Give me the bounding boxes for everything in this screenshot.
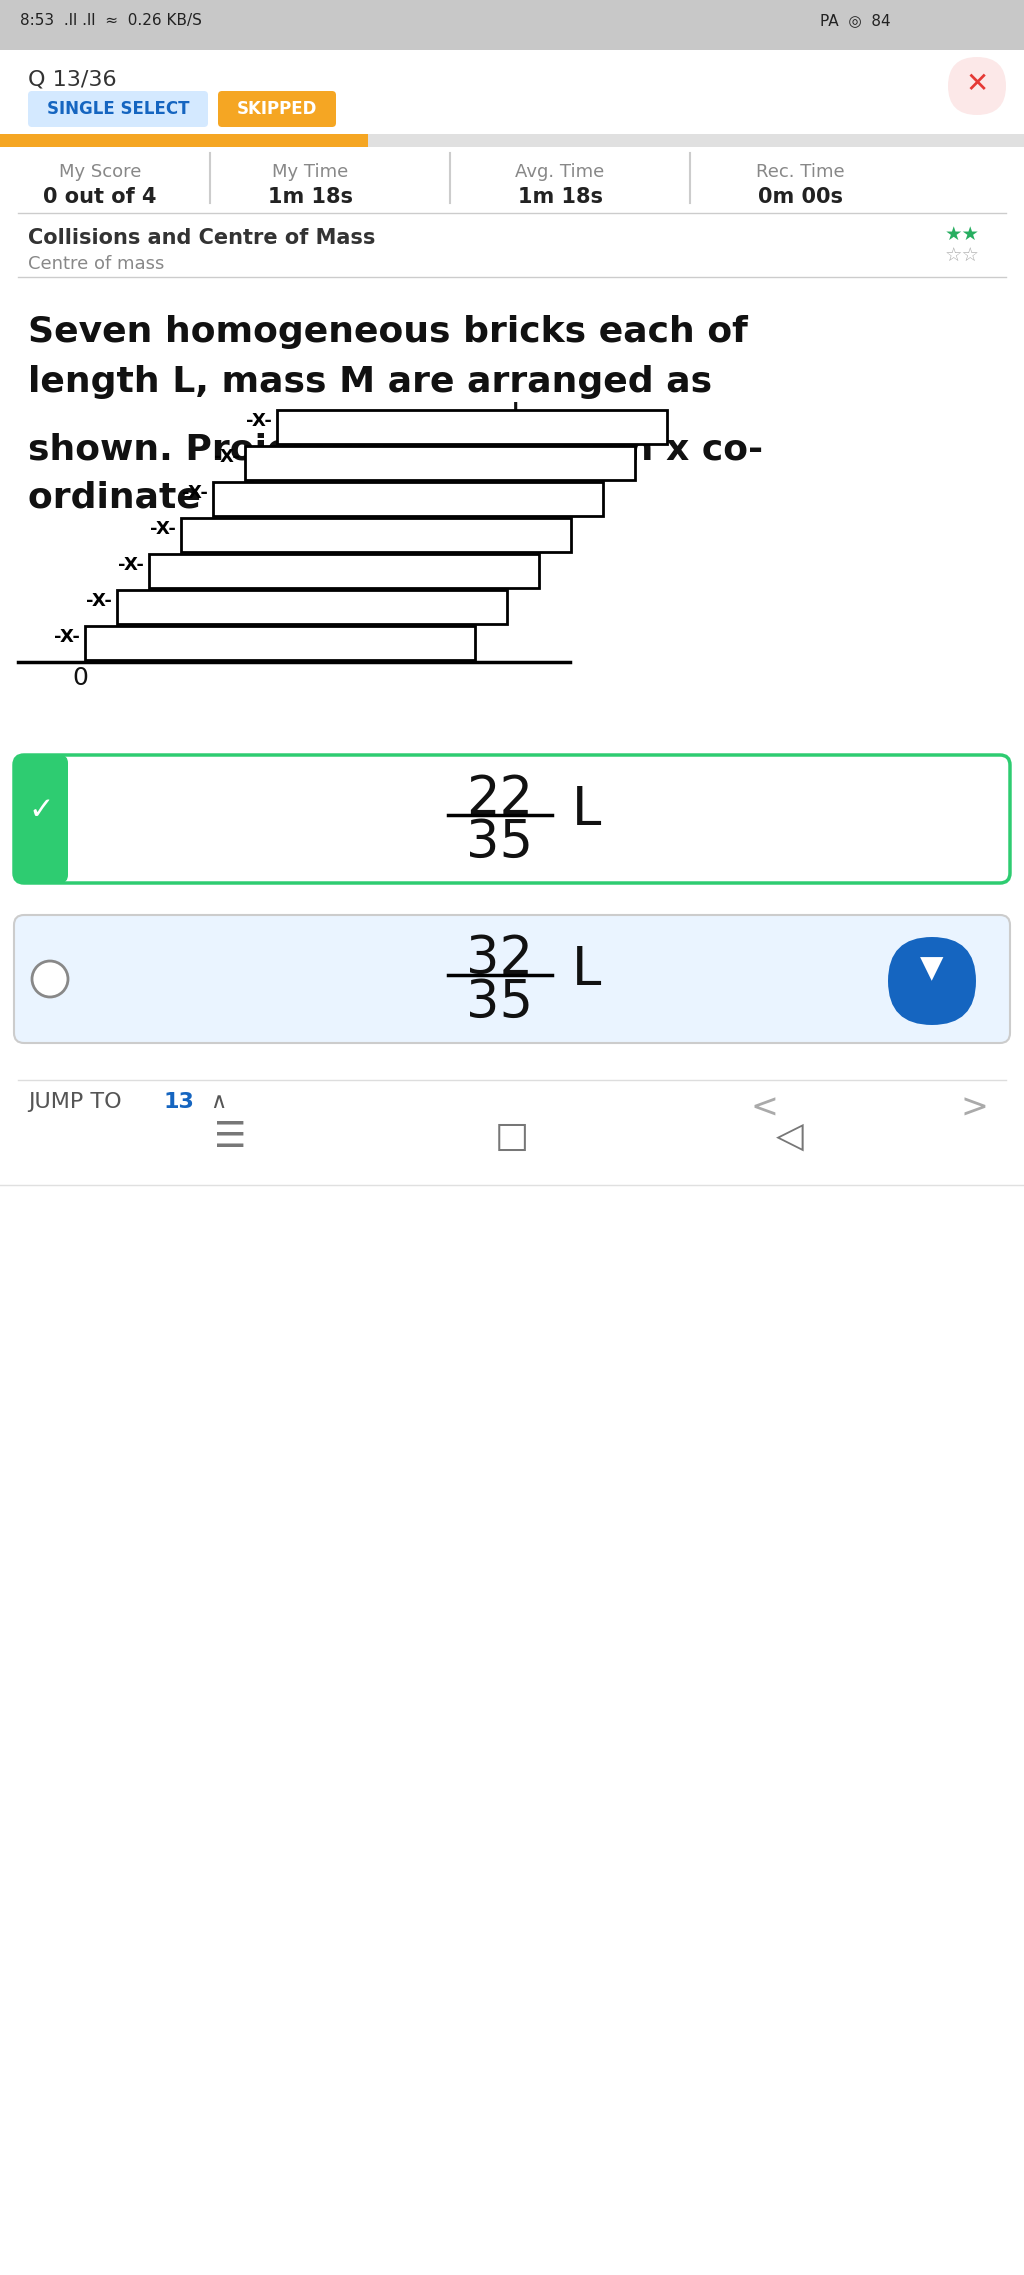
- Text: Rec. Time: Rec. Time: [756, 164, 845, 182]
- Text: ✕: ✕: [966, 71, 988, 98]
- Text: 13: 13: [163, 1092, 194, 1112]
- Bar: [181, 519, 571, 553]
- Text: <: <: [750, 1092, 778, 1126]
- FancyBboxPatch shape: [28, 91, 208, 127]
- FancyBboxPatch shape: [218, 91, 336, 127]
- Text: ★★: ★★: [945, 225, 980, 243]
- Text: My Time: My Time: [272, 164, 348, 182]
- FancyBboxPatch shape: [14, 915, 1010, 1042]
- Text: □: □: [495, 1119, 529, 1153]
- Text: -X-: -X-: [214, 448, 240, 466]
- Text: -X-: -X-: [151, 521, 176, 537]
- Text: L: L: [572, 944, 601, 996]
- Text: then x co-: then x co-: [560, 432, 763, 466]
- Text: Collisions and Centre of Mass: Collisions and Centre of Mass: [28, 228, 376, 248]
- Text: SKIPPED: SKIPPED: [237, 100, 317, 118]
- Text: 1m 18s: 1m 18s: [267, 187, 352, 207]
- FancyBboxPatch shape: [14, 755, 68, 883]
- Bar: [213, 482, 603, 516]
- Bar: [0, 134, 368, 148]
- Text: PA  ◎  84: PA ◎ 84: [820, 14, 891, 27]
- FancyBboxPatch shape: [888, 937, 976, 1026]
- Text: SINGLE SELECT: SINGLE SELECT: [47, 100, 189, 118]
- Text: 32: 32: [467, 933, 534, 985]
- Bar: [0, 134, 1024, 148]
- Text: 35: 35: [467, 976, 534, 1028]
- Text: 1m 18s: 1m 18s: [517, 187, 602, 207]
- Bar: [245, 446, 635, 480]
- Bar: [0, 0, 1024, 50]
- Bar: [150, 555, 539, 587]
- Text: length L, mass M are arranged as: length L, mass M are arranged as: [28, 364, 712, 398]
- Text: ☰: ☰: [214, 1119, 246, 1153]
- Text: L: L: [572, 785, 601, 835]
- Text: 8:53  .ll .ll  ≈  0.26 KB/S: 8:53 .ll .ll ≈ 0.26 KB/S: [20, 14, 202, 27]
- Bar: [117, 589, 507, 623]
- Bar: [0, 1094, 1024, 1185]
- Text: 10: 10: [501, 421, 540, 448]
- Text: 0 out of 4: 0 out of 4: [43, 187, 157, 207]
- Text: ✓: ✓: [29, 796, 53, 826]
- Text: ▼: ▼: [921, 956, 944, 983]
- Text: L: L: [511, 400, 528, 432]
- Text: Centre of mass: Centre of mass: [28, 255, 165, 273]
- Circle shape: [32, 960, 68, 996]
- Text: -X-: -X-: [86, 592, 112, 610]
- Text: -X-: -X-: [182, 485, 208, 503]
- FancyBboxPatch shape: [14, 755, 1010, 883]
- Bar: [85, 626, 475, 660]
- Text: shown. Projection: shown. Projection: [28, 432, 393, 466]
- Text: 0m 00s: 0m 00s: [758, 187, 843, 207]
- Text: >: >: [961, 1092, 988, 1126]
- Text: JUMP TO: JUMP TO: [28, 1092, 129, 1112]
- FancyBboxPatch shape: [948, 57, 1006, 116]
- Text: 35: 35: [467, 817, 534, 869]
- Text: 0: 0: [72, 667, 88, 689]
- Text: Q 13/36: Q 13/36: [28, 71, 117, 91]
- Text: My Score: My Score: [58, 164, 141, 182]
- Text: x =: x =: [430, 410, 483, 439]
- Text: Seven homogeneous bricks each of: Seven homogeneous bricks each of: [28, 314, 748, 348]
- Text: ordinate of C.M is: ordinate of C.M is: [28, 480, 389, 514]
- Text: ◁: ◁: [776, 1119, 804, 1153]
- Text: 22: 22: [467, 774, 534, 826]
- Text: -X-: -X-: [246, 412, 272, 430]
- Text: Avg. Time: Avg. Time: [515, 164, 604, 182]
- Bar: [278, 410, 667, 444]
- Text: -X-: -X-: [118, 555, 144, 573]
- Text: ☆☆: ☆☆: [945, 248, 980, 266]
- Text: ∧: ∧: [210, 1092, 226, 1112]
- Text: -X-: -X-: [54, 628, 80, 646]
